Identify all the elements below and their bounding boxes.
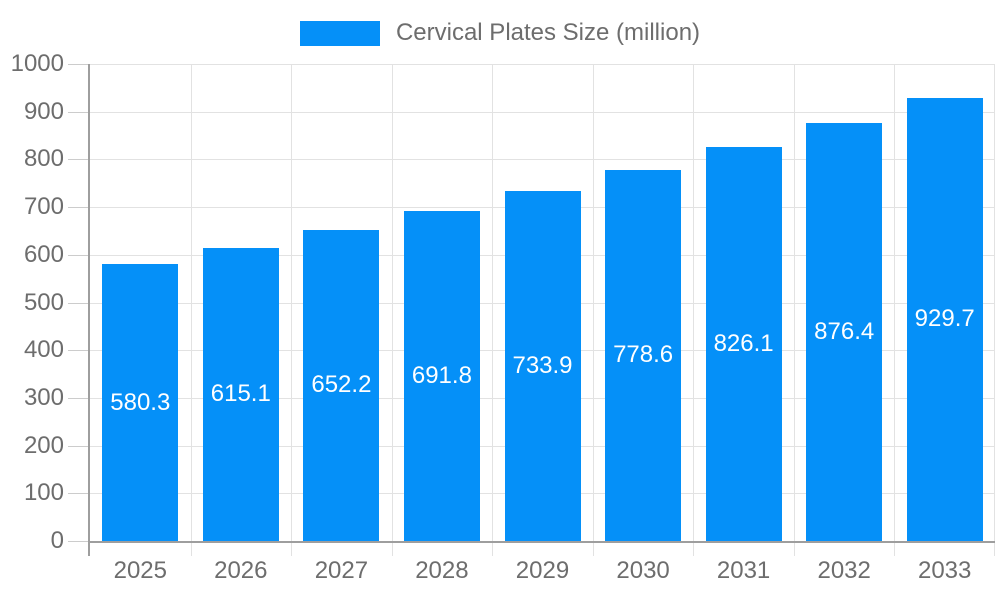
bar-value-label: 580.3 (110, 388, 171, 416)
bar-2026: 615.1 (202, 247, 279, 541)
bar-2032: 876.4 (806, 123, 883, 541)
v-gridline (693, 64, 694, 541)
h-gridline (90, 159, 995, 160)
x-axis-tick-label: 2028 (415, 557, 469, 584)
y-axis-tick (68, 64, 88, 65)
bar-value-label: 826.1 (713, 330, 774, 357)
y-axis-tick (68, 255, 88, 256)
h-gridline (90, 64, 995, 65)
y-axis-tick (68, 112, 88, 113)
y-axis-tick-label: 400 (23, 336, 64, 363)
h-gridline (90, 112, 995, 113)
y-axis-tick-label: 700 (23, 193, 64, 220)
x-axis-tick (794, 543, 795, 556)
bar-2025: 580.3 (102, 264, 179, 541)
bar-2029: 733.9 (504, 190, 581, 541)
bar-value-label: 733.9 (512, 351, 573, 379)
x-axis-tick-label: 2029 (515, 557, 570, 584)
bar-value-label: 778.6 (613, 341, 674, 369)
y-axis-tick-label: 300 (23, 384, 64, 411)
v-gridline (392, 64, 393, 541)
y-axis-tick-label: 1000 (10, 50, 64, 77)
x-axis-tick-label: 2031 (716, 557, 771, 584)
bar-2031: 826.1 (705, 147, 782, 541)
v-gridline (593, 64, 594, 541)
y-axis-tick-label: 0 (50, 527, 64, 554)
x-axis-tick (392, 543, 393, 556)
y-axis-tick (68, 398, 88, 399)
v-gridline (291, 64, 292, 541)
y-axis-tick-label: 100 (23, 479, 64, 506)
y-axis-tick-label: 500 (23, 289, 64, 316)
x-axis-tick-label: 2025 (113, 557, 167, 584)
y-axis-tick (68, 350, 88, 351)
bar-value-label: 652.2 (311, 371, 372, 399)
x-axis-tick (291, 543, 292, 556)
y-axis-tick (68, 446, 88, 447)
x-axis-tick-label: 2026 (214, 557, 268, 584)
x-axis-tick-label: 2027 (314, 557, 369, 584)
legend-swatch (299, 20, 380, 46)
y-axis-tick (68, 207, 88, 208)
legend: Cervical Plates Size (million) (0, 20, 1000, 46)
x-axis-tick-label: 2030 (616, 557, 670, 584)
x-axis-tick (593, 543, 594, 556)
v-gridline (191, 64, 192, 541)
bar-value-label: 615.1 (210, 380, 271, 408)
v-gridline (492, 64, 493, 541)
y-axis-tick (68, 541, 88, 542)
y-axis-extension (88, 543, 90, 556)
v-gridline (894, 64, 895, 541)
bar-2027: 652.2 (303, 229, 380, 541)
x-axis-tick-label: 2032 (817, 557, 871, 584)
x-axis-tick (994, 543, 995, 556)
y-axis-tick (68, 159, 88, 160)
y-axis-tick (68, 303, 88, 304)
bar-value-label: 876.4 (814, 318, 875, 345)
x-axis-tick (492, 543, 493, 556)
plot-area: 580.3 615.1 652.2 691.8 733.9 778.6 826.1 876.4… (88, 64, 995, 543)
y-axis-tick-label: 600 (23, 241, 64, 268)
v-gridline (994, 64, 995, 541)
bar-value-label: 691.8 (411, 362, 472, 389)
v-gridline (794, 64, 795, 541)
x-axis-tick (191, 543, 192, 556)
y-axis-tick-label: 800 (23, 145, 64, 172)
bar-2028: 691.8 (403, 211, 480, 541)
x-axis-tick-label: 2033 (917, 557, 972, 584)
bar-value-label: 929.7 (914, 305, 975, 333)
x-axis-tick (693, 543, 694, 556)
y-axis-tick (68, 493, 88, 494)
bar-2033: 929.7 (906, 97, 983, 541)
y-axis-tick-label: 200 (23, 432, 64, 459)
x-axis-tick (894, 543, 895, 556)
bar-2030: 778.6 (605, 169, 682, 541)
legend-label: Cervical Plates Size (million) (395, 19, 701, 46)
y-axis-tick-label: 900 (23, 98, 64, 125)
